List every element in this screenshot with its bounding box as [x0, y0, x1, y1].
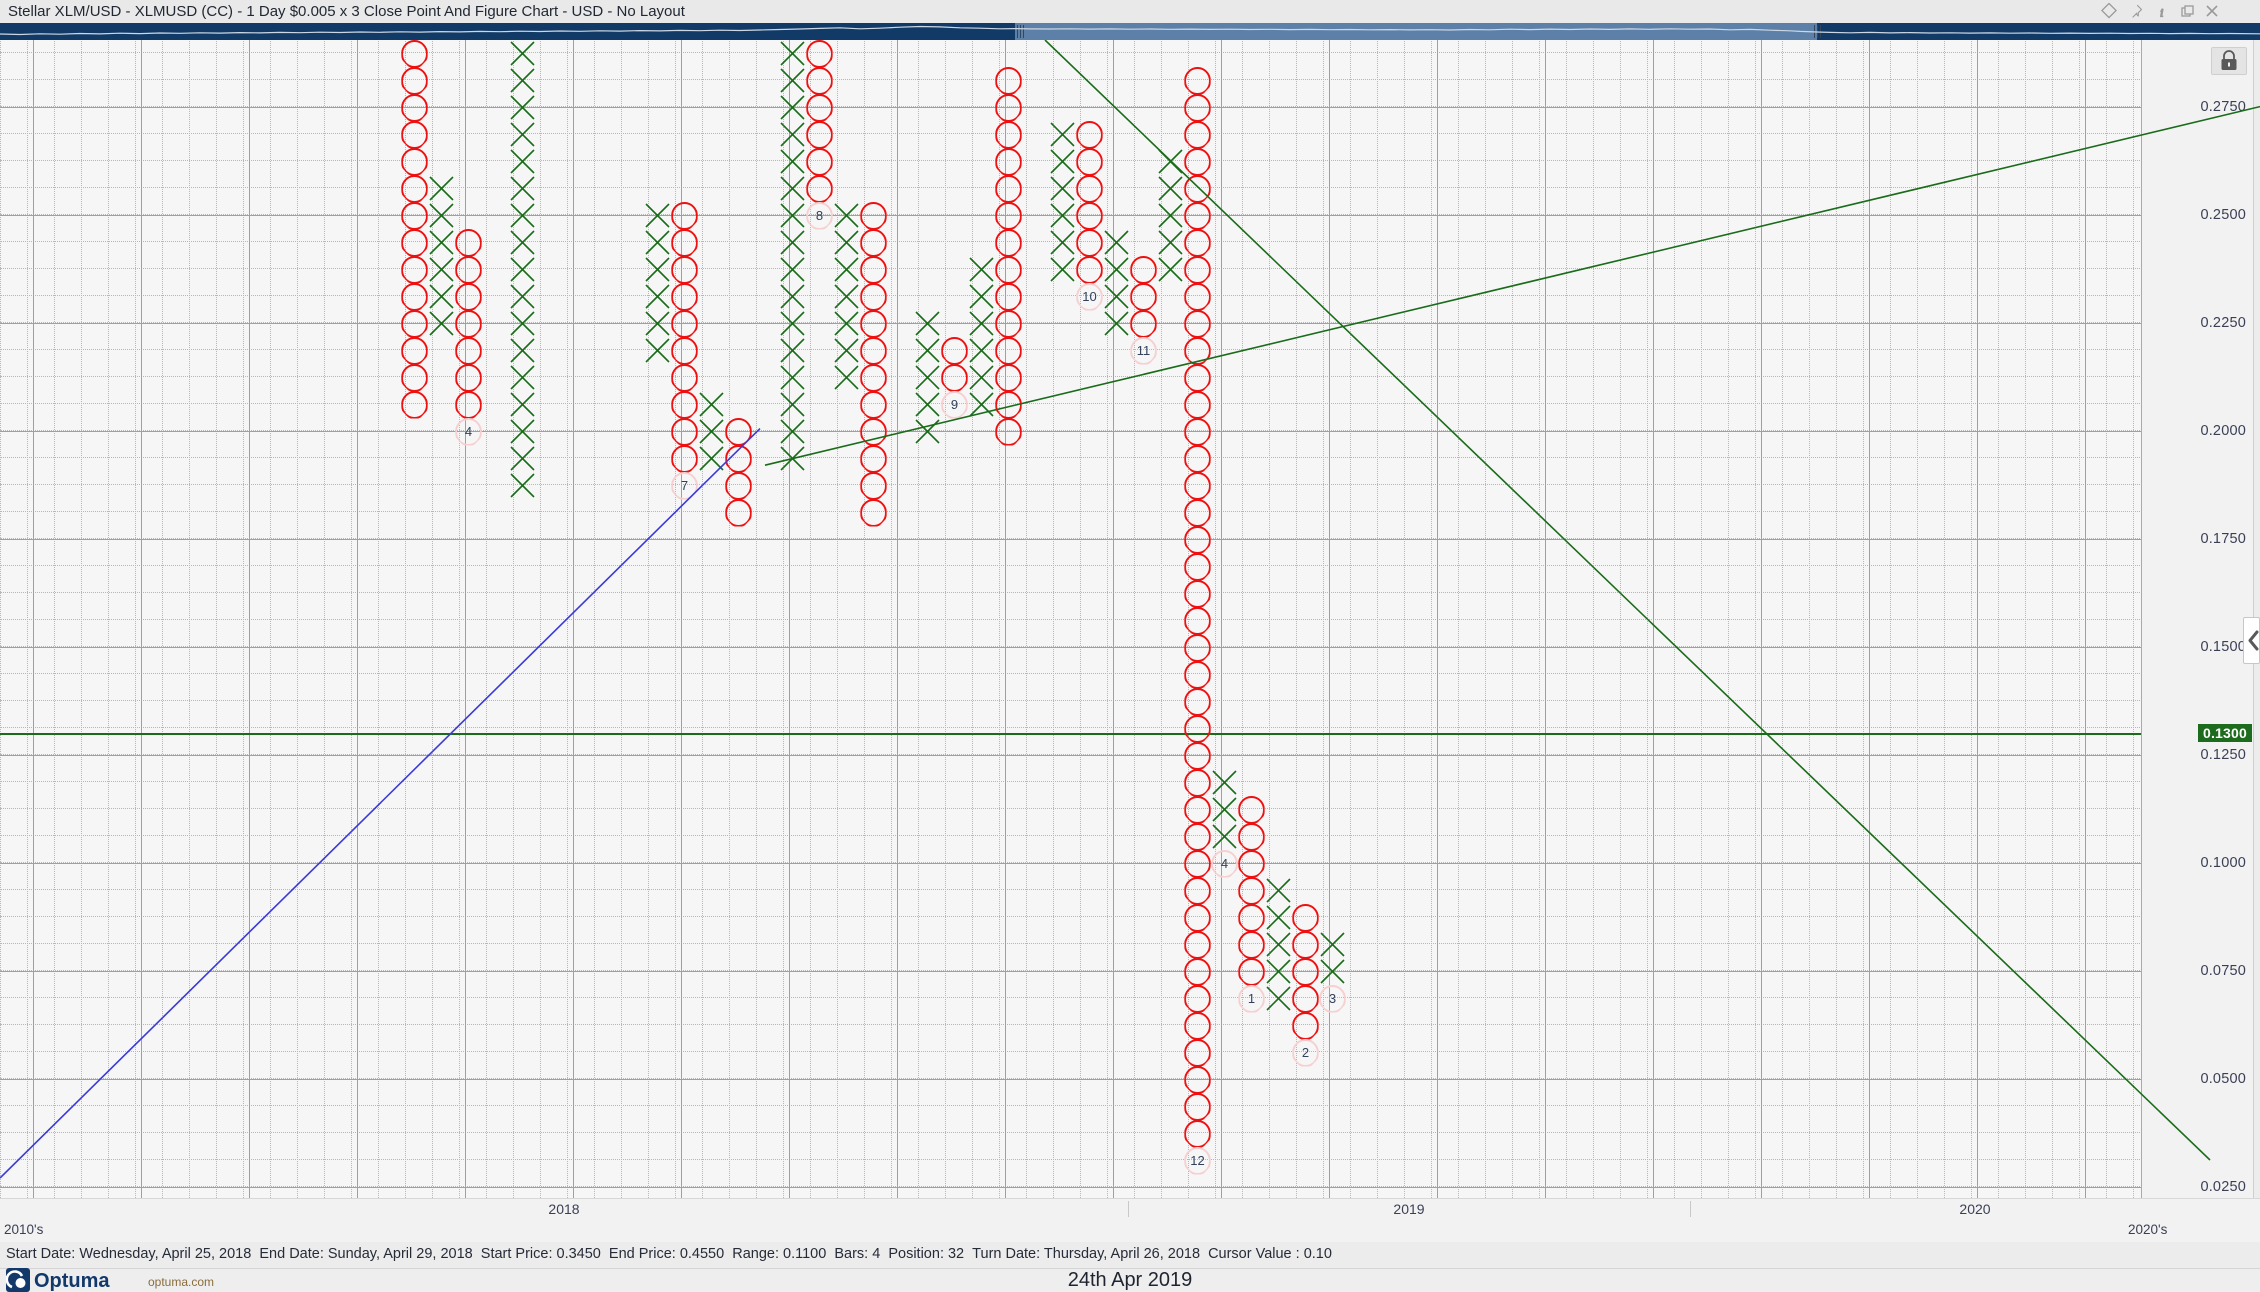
svg-text:i: i [2160, 6, 2163, 20]
